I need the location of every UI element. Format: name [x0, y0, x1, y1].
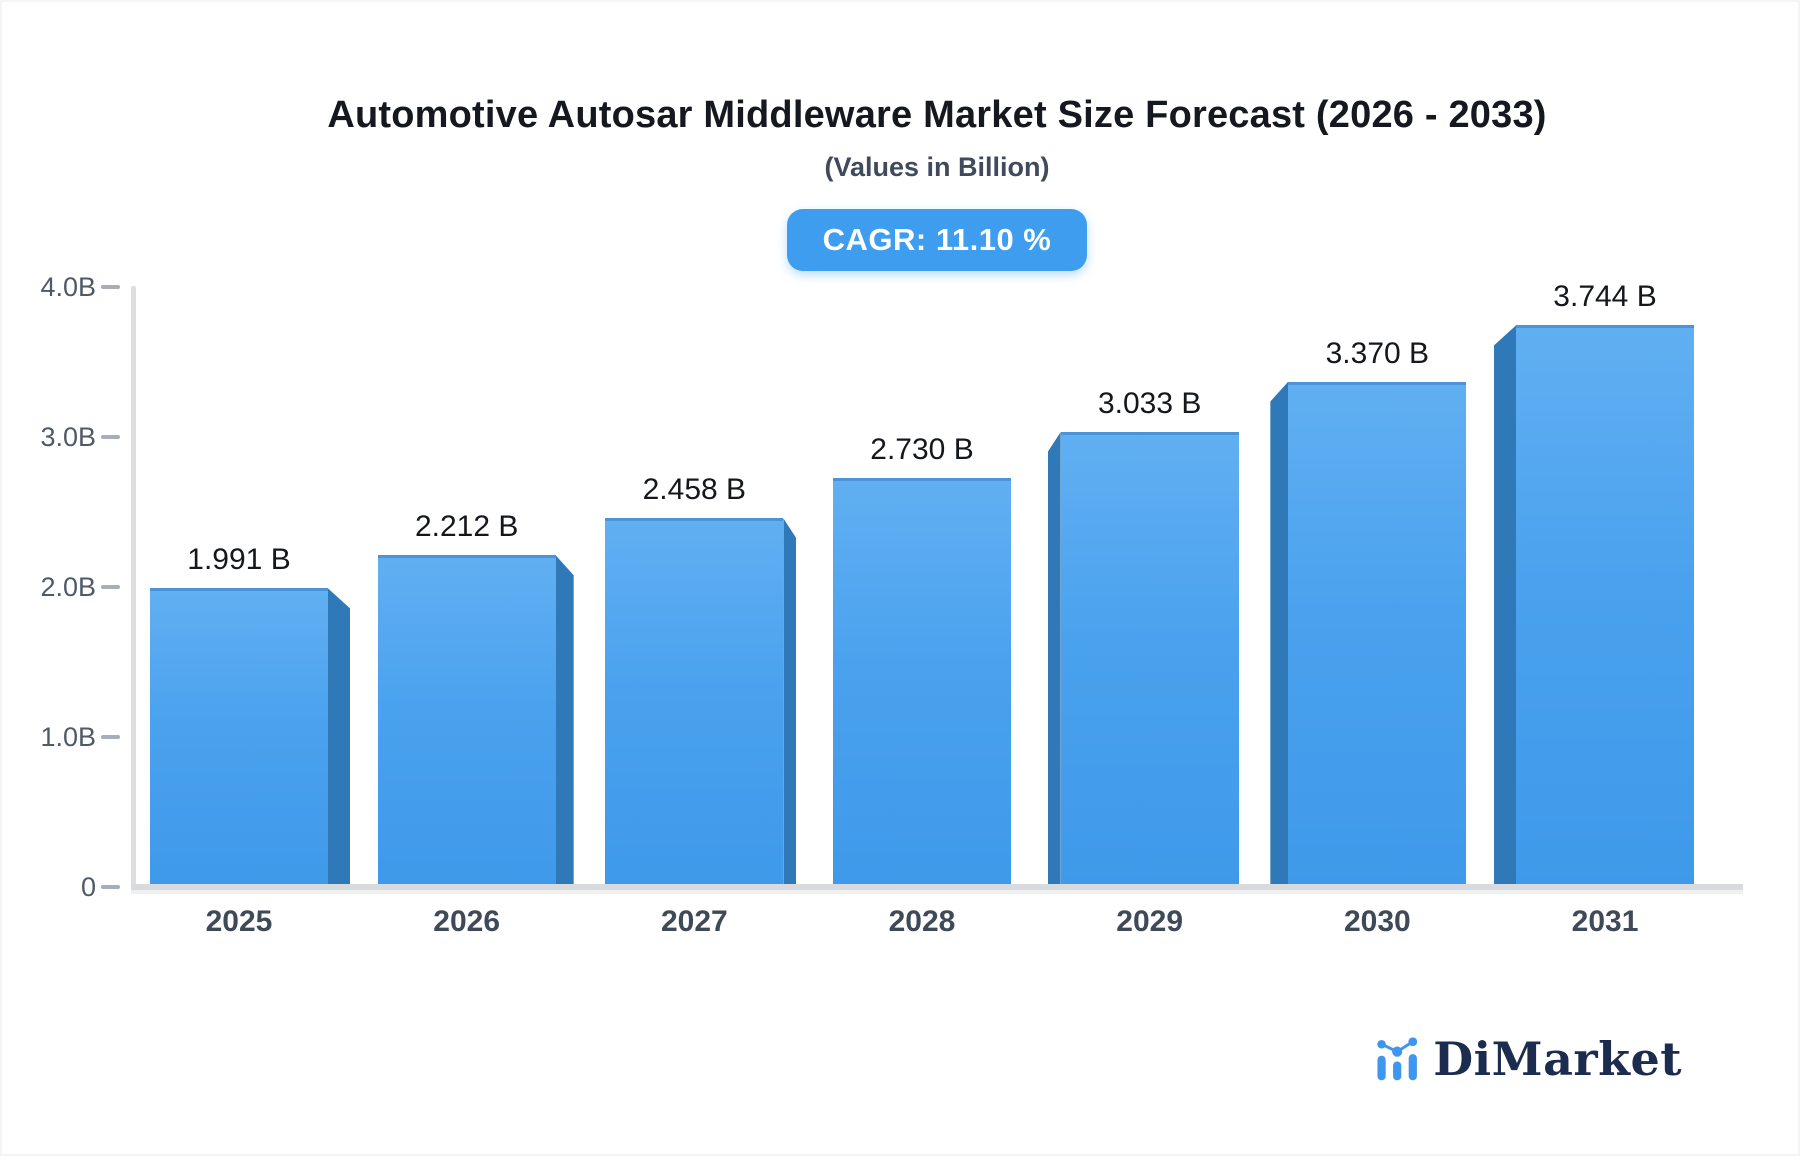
bar-value-label: 3.370 B: [1325, 336, 1430, 370]
bar-group: 2.212 B: [377, 510, 574, 887]
bar-3d-side: [555, 555, 574, 887]
x-axis-category-label: 2027: [660, 905, 728, 938]
bar-group: 3.370 B: [1270, 337, 1467, 887]
bar-value-label: 2.212 B: [414, 510, 519, 544]
y-axis-tick-label: 2.0B: [40, 572, 96, 602]
bar-group: 2.458 B: [605, 473, 797, 887]
y-axis-tick-label: 3.0B: [40, 422, 96, 452]
x-axis-line: [131, 884, 1743, 894]
bar-group: 3.033 B: [1047, 387, 1239, 887]
cagr-badge: CAGR: 11.10 %: [786, 208, 1088, 271]
bar-value-label: 1.991 B: [187, 543, 291, 577]
bar-group: 2.730 B: [833, 433, 1011, 887]
y-axis-tick-mark: [101, 885, 120, 889]
chart-subtitle: (Values in Billion): [824, 151, 1050, 182]
bar-group: 3.744 B: [1494, 280, 1695, 887]
y-axis-line: [131, 286, 136, 888]
bar-value-label: 2.458 B: [642, 473, 747, 507]
y-axis-tick-mark: [101, 735, 120, 739]
bar-3d-side: [1047, 432, 1061, 887]
y-axis-tick-mark: [101, 435, 120, 439]
bar: [605, 518, 784, 887]
bar: [377, 555, 556, 887]
y-axis-tick-mark: [101, 285, 120, 289]
x-axis-category-label: 2029: [1116, 905, 1184, 938]
brand-logo-text: DiMarket: [1433, 1032, 1682, 1086]
x-axis-category-label: 2028: [888, 905, 956, 938]
bar: [1516, 325, 1695, 887]
y-axis-tick-label: 4.0B: [40, 272, 96, 302]
brand-logo: DiMarket: [1375, 1032, 1682, 1086]
x-axis-category-label: 2026: [433, 905, 501, 938]
bar-value-label: 3.744 B: [1553, 280, 1657, 314]
bar-3d-side: [1270, 381, 1289, 887]
chart-header: Automotive Autosar Middleware Market Siz…: [131, 94, 1743, 271]
bar: [1060, 432, 1239, 887]
bar: [150, 588, 328, 887]
x-axis-category-label: 2030: [1343, 905, 1411, 938]
chart-title: Automotive Autosar Middleware Market Siz…: [327, 94, 1547, 136]
bar-group: 1.991 B: [150, 543, 350, 887]
x-axis-category-label: 2031: [1571, 905, 1639, 938]
bar-3d-side: [1494, 325, 1517, 887]
y-axis-tick-mark: [101, 585, 120, 589]
bar: [833, 477, 1011, 887]
y-axis-tick-label: 0: [80, 872, 96, 902]
bar-value-label: 3.033 B: [1097, 387, 1202, 421]
bar-3d-side: [783, 518, 797, 887]
x-axis-category-label: 2025: [205, 905, 273, 938]
bar: [1288, 381, 1467, 887]
bar-3d-side: [328, 588, 350, 887]
y-axis-tick-label: 1.0B: [40, 722, 96, 752]
bar-value-label: 2.730 B: [870, 432, 974, 466]
brand-logo-icon: [1377, 1037, 1418, 1081]
